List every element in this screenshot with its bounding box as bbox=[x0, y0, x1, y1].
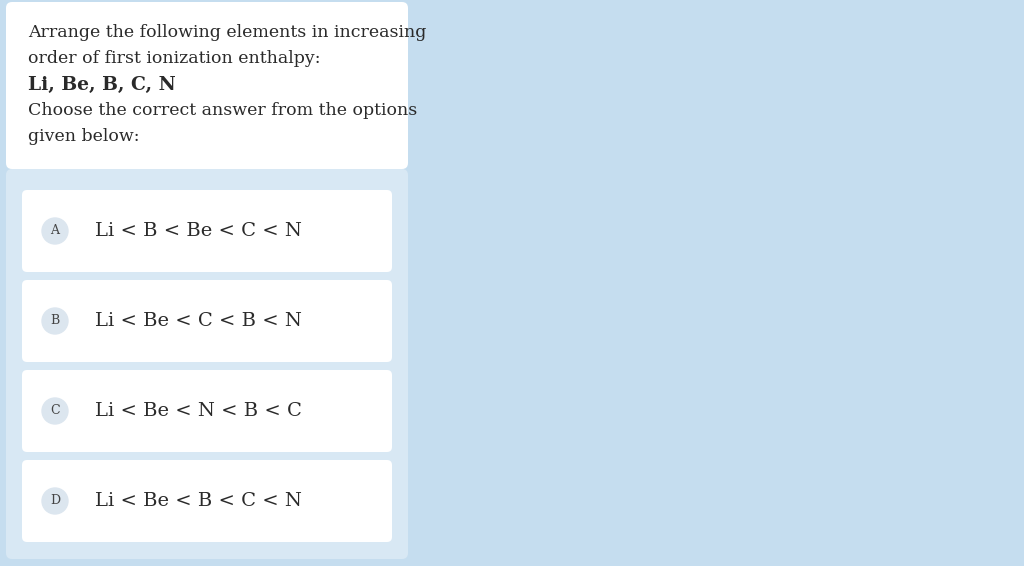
Text: Li < B < Be < C < N: Li < B < Be < C < N bbox=[95, 222, 302, 240]
Circle shape bbox=[42, 398, 68, 424]
Text: D: D bbox=[50, 495, 60, 508]
Circle shape bbox=[42, 488, 68, 514]
FancyBboxPatch shape bbox=[6, 2, 408, 169]
FancyBboxPatch shape bbox=[22, 280, 392, 362]
FancyBboxPatch shape bbox=[6, 169, 408, 559]
Text: given below:: given below: bbox=[28, 128, 139, 145]
Text: C: C bbox=[50, 405, 59, 418]
FancyBboxPatch shape bbox=[22, 370, 392, 452]
Circle shape bbox=[42, 308, 68, 334]
Text: Li, Be, B, C, N: Li, Be, B, C, N bbox=[28, 76, 176, 94]
Text: Li < Be < N < B < C: Li < Be < N < B < C bbox=[95, 402, 302, 420]
FancyBboxPatch shape bbox=[22, 190, 392, 272]
FancyBboxPatch shape bbox=[22, 460, 392, 542]
Text: Li < Be < C < B < N: Li < Be < C < B < N bbox=[95, 312, 302, 330]
Text: order of first ionization enthalpy:: order of first ionization enthalpy: bbox=[28, 50, 321, 67]
Text: Arrange the following elements in increasing: Arrange the following elements in increa… bbox=[28, 24, 426, 41]
Text: Choose the correct answer from the options: Choose the correct answer from the optio… bbox=[28, 102, 417, 119]
Text: Li < Be < B < C < N: Li < Be < B < C < N bbox=[95, 492, 302, 510]
Text: B: B bbox=[50, 315, 59, 328]
Text: A: A bbox=[50, 225, 59, 238]
Circle shape bbox=[42, 218, 68, 244]
